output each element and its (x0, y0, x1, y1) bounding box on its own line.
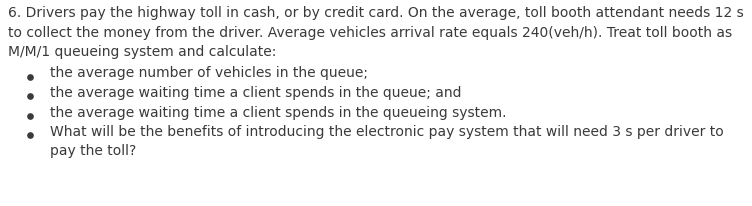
Text: M/M/1 queueing system and calculate:: M/M/1 queueing system and calculate: (8, 45, 277, 59)
Text: the average waiting time a client spends in the queueing system.: the average waiting time a client spends… (50, 105, 507, 119)
Text: pay the toll?: pay the toll? (50, 144, 136, 158)
Text: What will be the benefits of introducing the electronic pay system that will nee: What will be the benefits of introducing… (50, 125, 723, 139)
Text: the average waiting time a client spends in the queue; and: the average waiting time a client spends… (50, 86, 462, 100)
Text: to collect the money from the driver. Average vehicles arrival rate equals 240(v: to collect the money from the driver. Av… (8, 26, 732, 40)
Text: the average number of vehicles in the queue;: the average number of vehicles in the qu… (50, 67, 368, 81)
Text: 6. Drivers pay the highway toll in cash, or by credit card. On the average, toll: 6. Drivers pay the highway toll in cash,… (8, 6, 744, 20)
